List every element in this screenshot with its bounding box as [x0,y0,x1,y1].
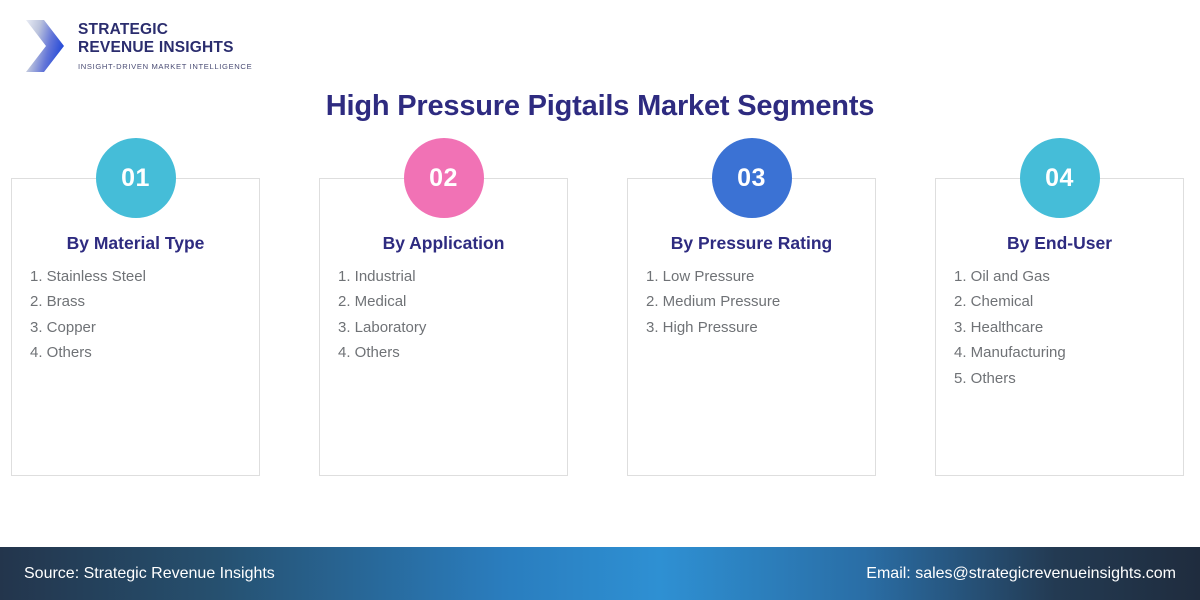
list-item: 2. Chemical [954,293,1034,311]
segment-list: 1. Low Pressure 2. Medium Pressure 3. Hi… [628,264,875,340]
list-item: 4. Manufacturing [954,344,1066,362]
segment-card: 01 By Material Type 1. Stainless Steel 2… [11,138,260,476]
page-title: High Pressure Pigtails Market Segments [325,90,875,122]
chevron-arrow-logo-icon [26,20,64,72]
brand-tagline: INSIGHT-DRIVEN MARKET INTELLIGENCE [78,61,253,71]
list-item: 3. Laboratory [338,318,427,336]
segment-card: 03 By Pressure Rating 1. Low Pressure 2.… [627,138,876,476]
segment-heading: By Pressure Rating [670,233,833,253]
segment-heading: By Material Type [66,233,205,253]
list-item: 2. Medical [338,293,407,311]
brand-text-group: STRATEGIC REVENUE INSIGHTS INSIGHT-DRIVE… [78,21,252,71]
brand-logo: STRATEGIC REVENUE INSIGHTS INSIGHT-DRIVE… [22,18,252,74]
list-item: 3. Healthcare [954,318,1044,336]
segment-card: 02 By Application 1. Industrial 2. Medic… [319,138,568,476]
segment-list: 1. Stainless Steel 2. Brass 3. Copper 4.… [12,264,259,366]
segment-list: 1. Industrial 2. Medical 3. Laboratory 4… [320,264,567,366]
segment-heading: By End-User [1006,233,1113,253]
segment-list: 1. Oil and Gas 2. Chemical 3. Healthcare… [936,264,1183,391]
list-item: 1. Industrial [338,268,416,285]
footer-source: Source: Strategic Revenue Insights [24,564,275,582]
list-item: 5. Others [954,369,1016,387]
brand-name: STRATEGIC REVENUE INSIGHTS [78,21,234,56]
list-item: 2. Brass [30,293,86,311]
segment-number-badge: 03 [711,138,792,218]
list-item: 1. Oil and Gas [954,268,1050,285]
list-item: 1. Low Pressure [646,268,755,285]
segment-cards-row: 01 By Material Type 1. Stainless Steel 2… [11,138,1189,476]
list-item: 3. Copper [30,318,96,336]
segment-heading: By Application [382,233,505,253]
list-item: 2. Medium Pressure [646,293,781,311]
list-item: 4. Others [338,344,400,362]
footer-email: Email: sales@strategicrevenueinsights.co… [866,564,1176,582]
segment-number-badge: 01 [95,138,176,218]
list-item: 4. Others [30,344,92,362]
segment-card: 04 By End-User 1. Oil and Gas 2. Chemica… [935,138,1184,476]
list-item: 1. Stainless Steel [30,268,146,285]
list-item: 3. High Pressure [646,318,758,336]
segment-number-badge: 04 [1019,138,1100,218]
segment-number-badge: 02 [403,138,484,218]
footer-bar: Source: Strategic Revenue Insights Email… [0,547,1200,600]
